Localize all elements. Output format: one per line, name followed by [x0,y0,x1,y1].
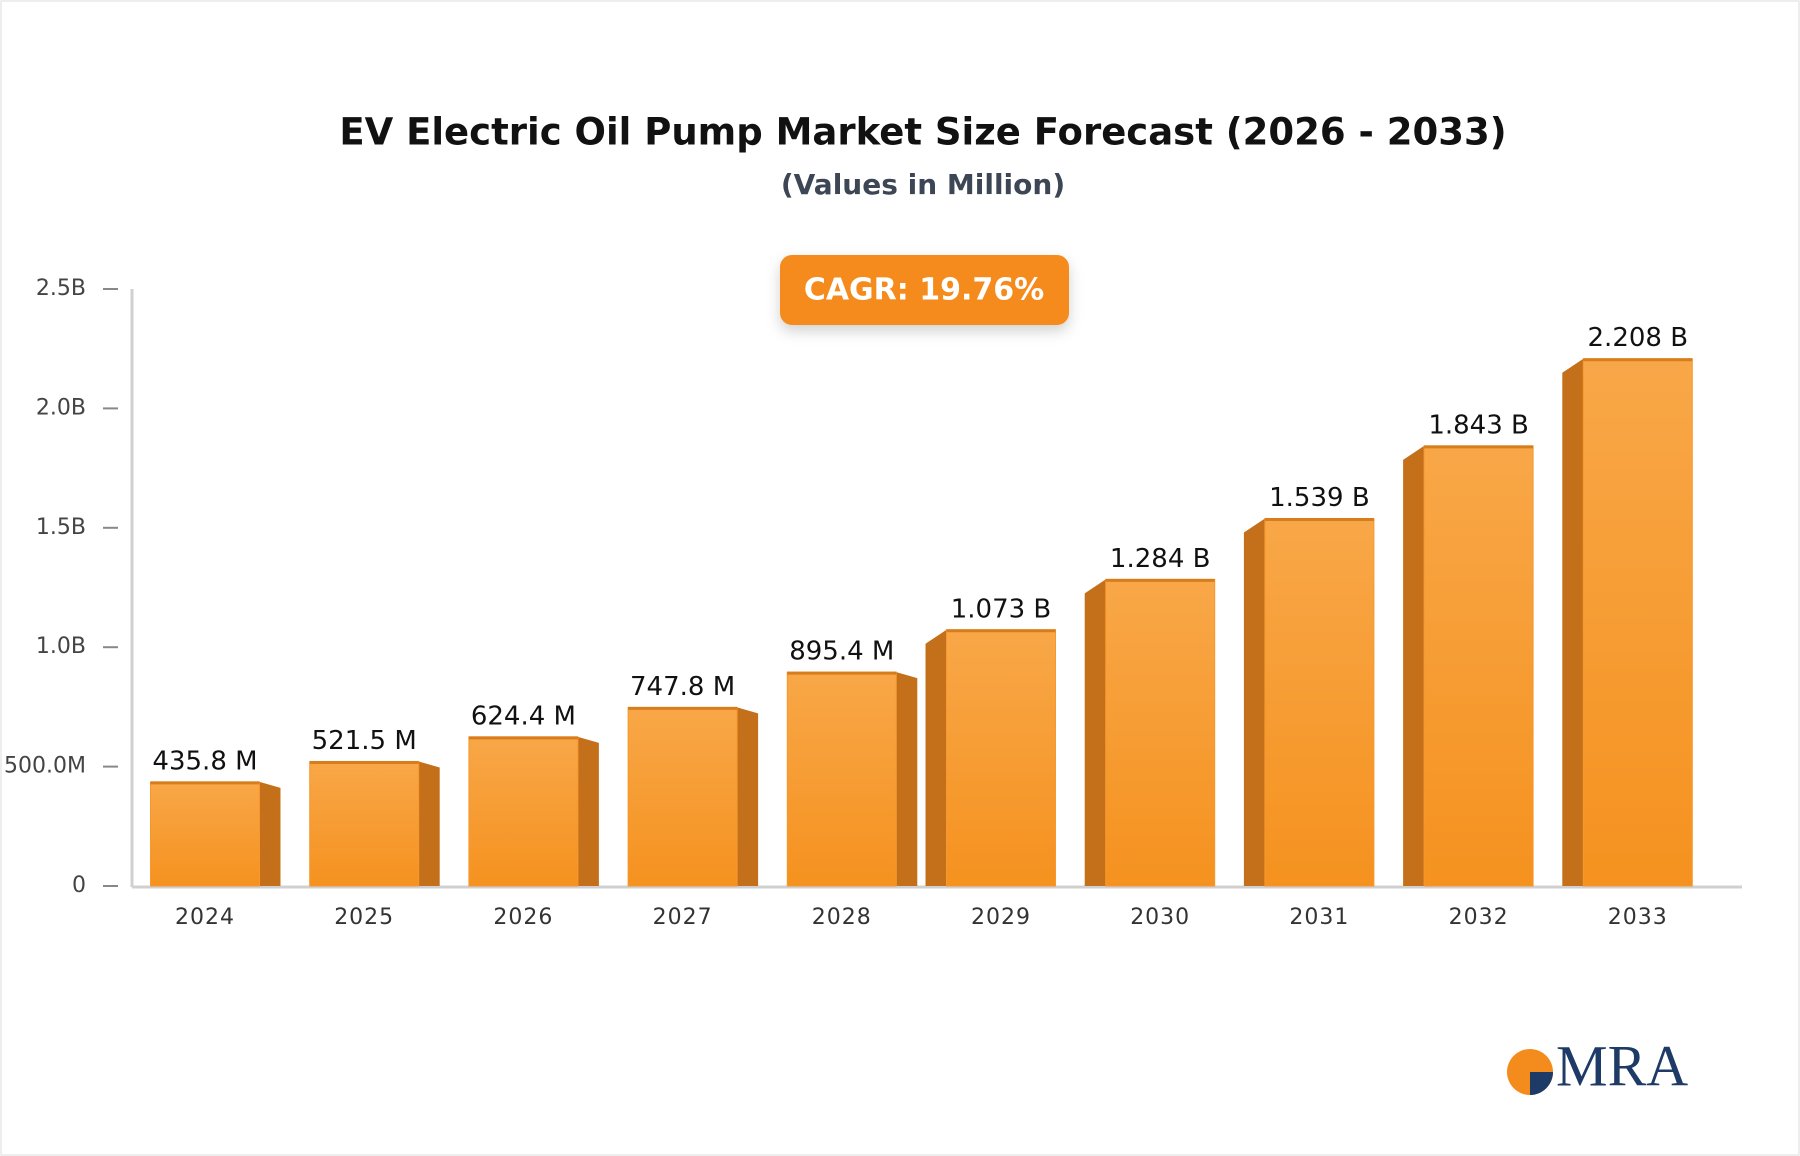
x-tick-label: 2026 [493,905,553,930]
bar-side [418,761,440,886]
value-label: 747.8 M [630,672,735,702]
bar [627,706,738,887]
x-tick-label: 2033 [1608,905,1668,930]
bar [150,781,260,887]
bar [786,671,897,887]
logo-text: MRA [1556,1033,1688,1098]
y-tick-label: 2.5B [36,276,86,301]
y-tick-label: 1.5B [36,515,86,540]
chart-subtitle: (Values in Million) [781,168,1065,201]
bar-side [1562,358,1584,886]
bar-side [577,736,599,886]
bar-side [896,672,918,886]
value-label: 1.284 B [1110,544,1211,574]
bar [1105,578,1216,887]
bar-side [259,781,281,886]
cagr-text: CAGR: 19.76% [804,273,1044,308]
bar-side [737,707,759,886]
bar [1423,445,1534,887]
bar-side [1084,579,1106,886]
value-label: 435.8 M [152,746,257,776]
bar [468,736,579,887]
chart-title: EV Electric Oil Pump Market Size Forecas… [339,111,1506,154]
value-label: 2.208 B [1588,323,1689,353]
value-label: 624.4 M [471,701,576,731]
x-tick-label: 2025 [334,905,394,930]
x-tick-label: 2027 [653,905,713,930]
value-label: 521.5 M [312,726,417,756]
bar-side [1403,445,1425,886]
cagr-badge [780,255,1069,325]
value-label: 1.539 B [1269,483,1370,513]
value-label: 1.073 B [951,594,1052,624]
y-tick-label: 500.0M [4,754,86,779]
y-tick-label: 2.0B [36,395,86,420]
x-tick-label: 2029 [971,905,1031,930]
value-label: 1.843 B [1428,410,1529,440]
y-tick-label: 0 [72,873,86,898]
x-tick-label: 2028 [812,905,872,930]
bar [309,760,420,887]
x-tick-label: 2032 [1449,905,1509,930]
value-label: 895.4 M [789,637,894,667]
bar-side [1243,518,1265,886]
bar-side [925,629,947,886]
logo: MRA [1507,1033,1688,1098]
x-tick-label: 2031 [1289,905,1349,930]
bar [1582,358,1693,887]
x-tick-label: 2024 [175,905,235,930]
x-tick-label: 2030 [1130,905,1190,930]
logo-mark [1530,1072,1553,1095]
bar [946,629,1056,887]
bar [1264,517,1375,887]
y-tick-label: 1.0B [36,634,86,659]
